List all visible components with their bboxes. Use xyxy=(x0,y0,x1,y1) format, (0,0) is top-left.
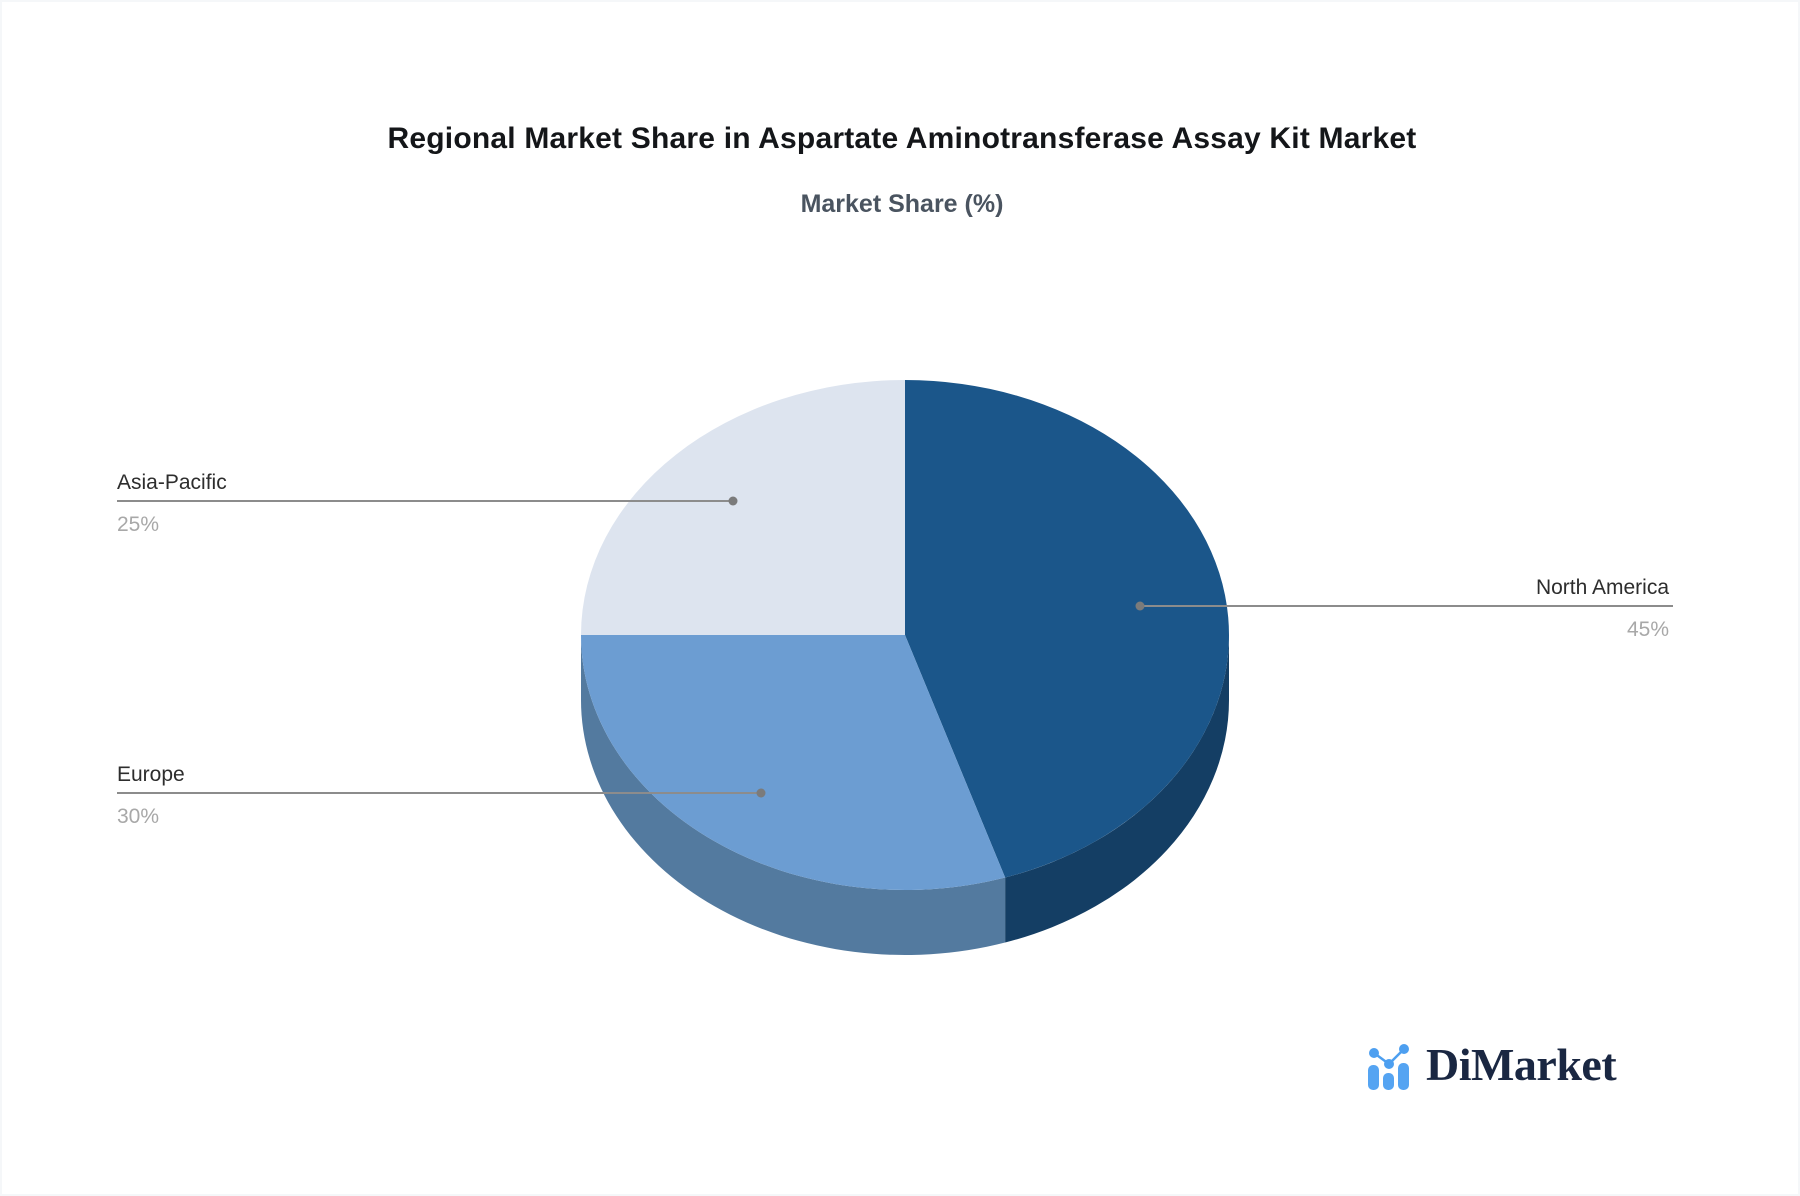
leader-lines xyxy=(117,496,1673,798)
value-asia-pacific: 25% xyxy=(117,513,160,536)
pie-slices xyxy=(581,380,1230,891)
dimarket-logo-icon xyxy=(1368,1044,1409,1090)
pie-slice-north-america xyxy=(905,380,1230,878)
label-asia-pacific: Asia-Pacific xyxy=(117,471,227,494)
pie-3d-rim xyxy=(581,635,1230,956)
leader-dot xyxy=(1135,601,1145,611)
pie-slice-europe xyxy=(581,635,1006,891)
value-north-america: 45% xyxy=(1626,618,1669,641)
dimarket-logo-text: DiMarket xyxy=(1426,1039,1617,1090)
leader-dot xyxy=(756,788,766,798)
leader-dot xyxy=(728,496,738,506)
value-europe: 30% xyxy=(117,805,160,828)
chart-title: Regional Market Share in Aspartate Amino… xyxy=(387,122,1417,155)
dimarket-logo: DiMarket xyxy=(1362,1032,1652,1102)
chart-subtitle: Market Share (%) xyxy=(800,190,1004,218)
pie-slice-asia-pacific xyxy=(581,380,905,635)
pie-rim-europe xyxy=(581,635,1006,956)
pie-rim-north-america xyxy=(1005,635,1230,943)
label-europe: Europe xyxy=(117,763,185,786)
label-north-america: North America xyxy=(1535,576,1669,599)
